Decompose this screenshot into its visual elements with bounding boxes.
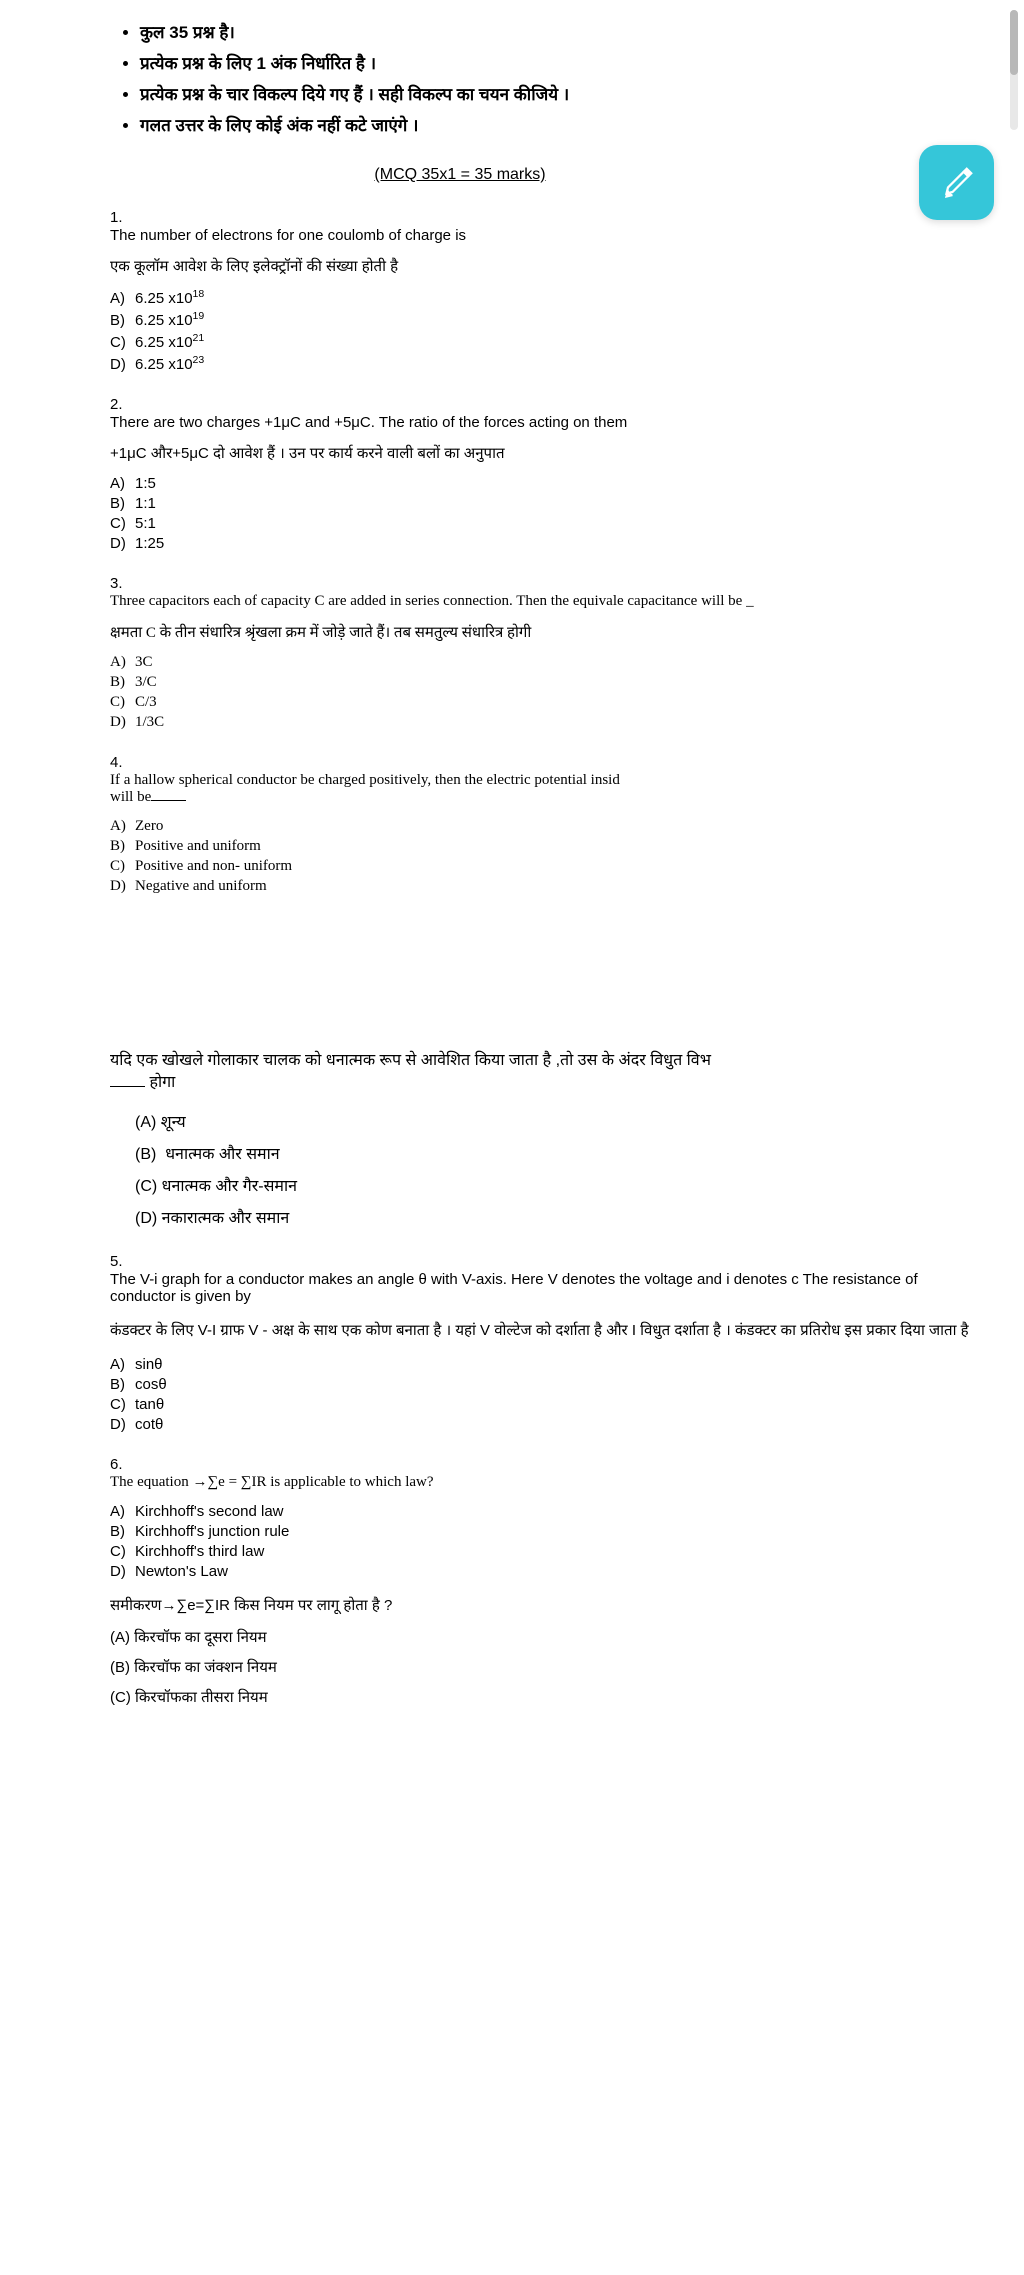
- question-text-hi: क्षमता C के तीन संधारित्र श्रृंखला क्रम …: [110, 622, 980, 642]
- option-c-hi: (C) धनात्मक और गैर-समान: [135, 1174, 1024, 1196]
- options-list: A)3C B)3/C C)C/3 D)1/3C: [110, 654, 980, 731]
- question-text-en: If a hallow spherical conductor be charg…: [110, 772, 980, 806]
- question-text-en: The number of electrons for one coulomb …: [110, 227, 980, 244]
- option-c: C)6.25 x1021: [110, 332, 980, 351]
- question-1: 1. The number of electrons for one coulo…: [110, 209, 1024, 376]
- question-text-hi: यदि एक खोखले गोलाकार चालक को धनात्मक रूप…: [110, 1048, 1024, 1092]
- option-c: C)Positive and non- uniform: [110, 858, 980, 875]
- blank-line: [110, 1086, 145, 1087]
- options-list-hi: (A) शून्य (B) धनात्मक और समान (C) धनात्म…: [135, 1110, 1024, 1228]
- option-c: C)Kirchhoff's third law: [110, 1543, 980, 1560]
- option-b: B)cosθ: [110, 1376, 980, 1393]
- option-b: B)Kirchhoff's junction rule: [110, 1523, 980, 1540]
- question-text-en: The equation →∑e = ∑IR is applicable to …: [110, 1474, 980, 1491]
- option-d: D)6.25 x1023: [110, 354, 980, 373]
- option-d: D)cotθ: [110, 1416, 980, 1433]
- option-c: C)tanθ: [110, 1396, 980, 1413]
- question-text-en: The V-i graph for a conductor makes an a…: [110, 1271, 980, 1305]
- question-number: 4.: [110, 754, 135, 771]
- option-b: B)6.25 x1019: [110, 310, 980, 329]
- instruction-item: प्रत्येक प्रश्न के चार विकल्प दिये गए है…: [140, 82, 1024, 105]
- question-text-hi: +1μC और+5μC दो आवेश हैं । उन पर कार्य कर…: [110, 443, 980, 463]
- instructions-list: कुल 35 प्रश्न है। प्रत्येक प्रश्न के लिए…: [110, 20, 1024, 136]
- option-b: B)1:1: [110, 495, 980, 512]
- option-c: C)5:1: [110, 515, 980, 532]
- question-text-en: Three capacitors each of capacity C are …: [110, 593, 980, 610]
- option-a: A)sinθ: [110, 1356, 980, 1373]
- question-2: 2. There are two charges +1μC and +5μC. …: [110, 396, 1024, 555]
- question-text-hi: कंडक्टर के लिए V-I ग्राफ V - अक्ष के साथ…: [110, 1317, 980, 1344]
- scrollbar-track[interactable]: [1010, 10, 1018, 130]
- option-a: A)3C: [110, 654, 980, 671]
- question-5: 5. The V-i graph for a conductor makes a…: [110, 1253, 1024, 1436]
- options-list: A)6.25 x1018 B)6.25 x1019 C)6.25 x1021 D…: [110, 288, 980, 373]
- options-list-hi: (A) किरचॉफ का दूसरा नियम (B) किरचॉफ का ज…: [110, 1627, 980, 1707]
- question-number: 6.: [110, 1456, 135, 1473]
- question-3: 3. Three capacitors each of capacity C a…: [110, 575, 1024, 734]
- question-number: 2.: [110, 396, 135, 413]
- option-a: A)Zero: [110, 818, 980, 835]
- option-a-hi: (A) किरचॉफ का दूसरा नियम: [110, 1627, 980, 1647]
- option-d: D)Negative and uniform: [110, 878, 980, 895]
- option-c-hi: (C) किरचॉफका तीसरा नियम: [110, 1687, 980, 1707]
- option-b: B)3/C: [110, 674, 980, 691]
- scrollbar-thumb[interactable]: [1010, 10, 1018, 75]
- options-list: A)Zero B)Positive and uniform C)Positive…: [110, 818, 980, 895]
- option-b-hi: (B) धनात्मक और समान: [135, 1142, 1024, 1164]
- option-d: D)1/3C: [110, 714, 980, 731]
- mcq-heading: (MCQ 35x1 = 35 marks): [260, 166, 660, 184]
- option-a: A)Kirchhoff's second law: [110, 1503, 980, 1520]
- options-list: A)1:5 B)1:1 C)5:1 D)1:25: [110, 475, 980, 552]
- option-d: D)1:25: [110, 535, 980, 552]
- option-a: A)6.25 x1018: [110, 288, 980, 307]
- option-c: C)C/3: [110, 694, 980, 711]
- question-4: 4. If a hallow spherical conductor be ch…: [110, 754, 1024, 898]
- option-a-hi: (A) शून्य: [135, 1110, 1024, 1132]
- eyedropper-icon: [939, 165, 975, 201]
- option-b-hi: (B) किरचॉफ का जंक्शन नियम: [110, 1657, 980, 1677]
- instruction-item: प्रत्येक प्रश्न के लिए 1 अंक निर्धारित ह…: [140, 51, 1024, 74]
- options-list: A)sinθ B)cosθ C)tanθ D)cotθ: [110, 1356, 980, 1433]
- option-b: B)Positive and uniform: [110, 838, 980, 855]
- question-number: 3.: [110, 575, 135, 592]
- option-a: A)1:5: [110, 475, 980, 492]
- instruction-item: गलत उत्तर के लिए कोई अंक नहीं कटे जाएंगे…: [140, 113, 1024, 136]
- instruction-item: कुल 35 प्रश्न है।: [140, 20, 1024, 43]
- option-d-hi: (D) नकारात्मक और समान: [135, 1206, 1024, 1228]
- question-number: 5.: [110, 1253, 135, 1270]
- blank-line: [151, 800, 186, 801]
- question-4-hindi: यदि एक खोखले गोलाकार चालक को धनात्मक रूप…: [110, 1048, 1024, 1228]
- question-number: 1.: [110, 209, 135, 226]
- question-text-hi: एक कूलॉम आवेश के लिए इलेक्ट्रॉनों की संख…: [110, 256, 980, 276]
- options-list-en: A)Kirchhoff's second law B)Kirchhoff's j…: [110, 1503, 980, 1580]
- question-6: 6. The equation →∑e = ∑IR is applicable …: [110, 1456, 1024, 1717]
- question-text-en: There are two charges +1μC and +5μC. The…: [110, 414, 980, 431]
- question-text-hi: समीकरण→∑e=∑IR किस नियम पर लागू होता है ?: [110, 1595, 980, 1615]
- eyedropper-fab[interactable]: [919, 145, 994, 220]
- option-d: D)Newton's Law: [110, 1563, 980, 1580]
